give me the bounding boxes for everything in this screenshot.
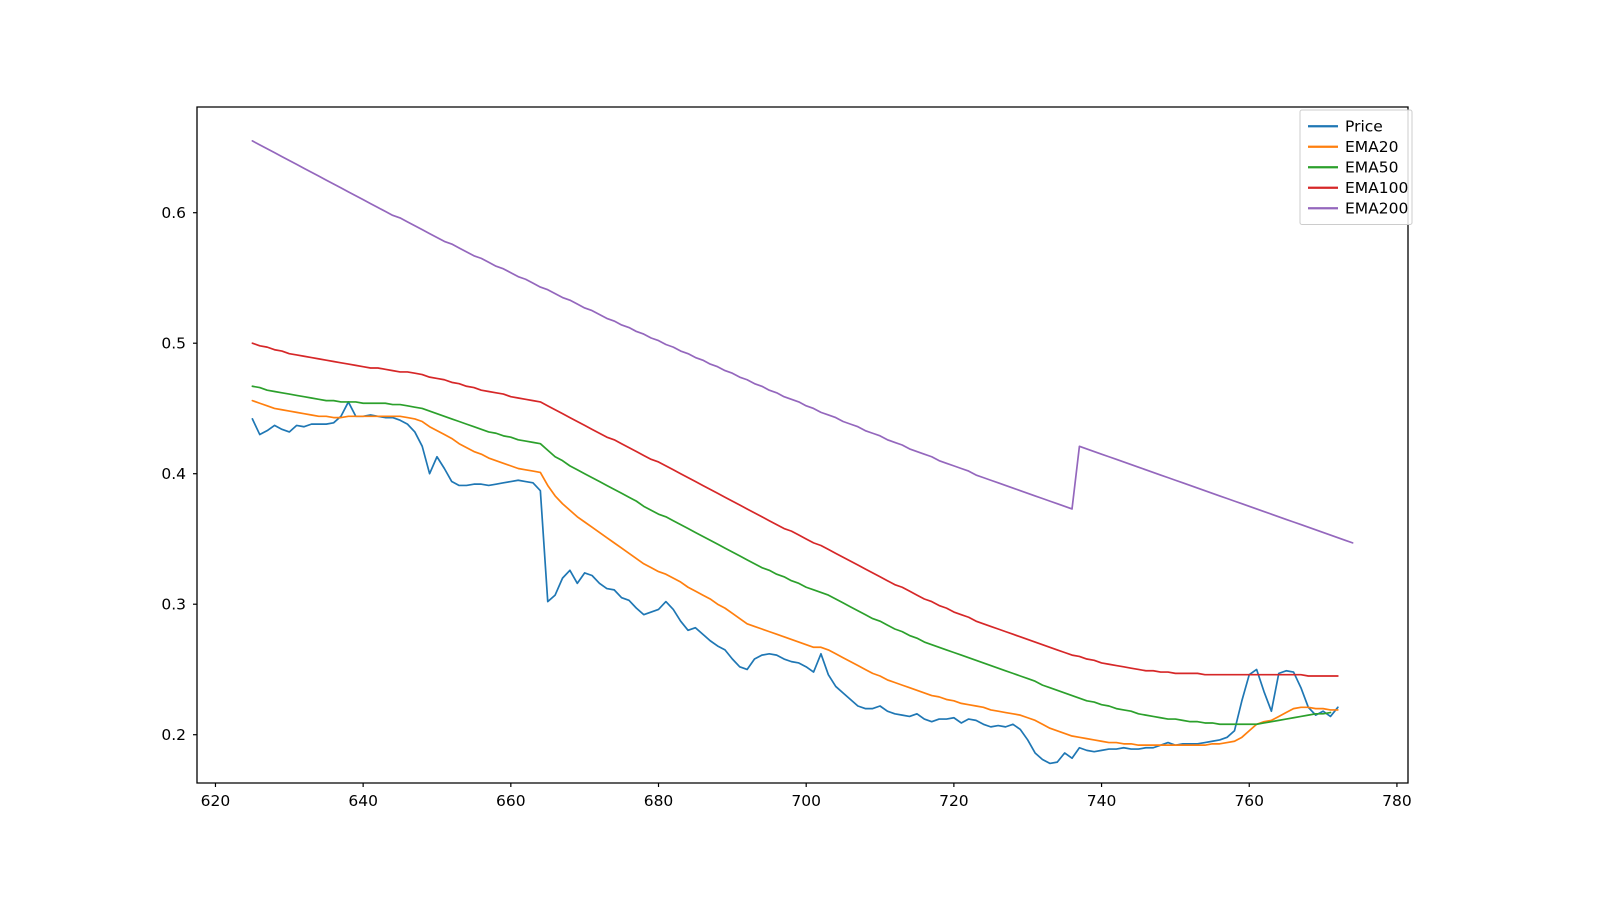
x-tick-label: 760 — [1234, 792, 1264, 810]
x-tick-label: 680 — [644, 792, 674, 810]
legend-label-price: Price — [1345, 117, 1383, 135]
axes-frame — [196, 106, 1409, 784]
legend-frame — [1299, 109, 1413, 225]
y-tick-label: 0.6 — [161, 204, 186, 222]
chart-legend: Price EMA20 EMA50 EMA100 EMA200 — [1299, 109, 1413, 225]
y-tick-label: 0.3 — [161, 596, 186, 614]
axes-background — [197, 107, 1408, 783]
x-tick-label: 660 — [496, 792, 526, 810]
series-group — [251, 140, 1354, 765]
y-tick-label: 0.2 — [161, 726, 186, 744]
x-tick-label: 740 — [1087, 792, 1117, 810]
x-tick-label: 720 — [939, 792, 969, 810]
series-line-ema200 — [251, 140, 1354, 544]
series-line-ema100 — [251, 342, 1339, 677]
x-tick-label: 780 — [1382, 792, 1412, 810]
legend-label-ema20: EMA20 — [1345, 138, 1399, 156]
series-line-ema20 — [251, 399, 1339, 746]
axis-group: 620 640 660 680 700 720 740 760 780 0.2 0.3 0.4 0.5 0… — [161, 106, 1412, 810]
series-line-ema50 — [251, 385, 1332, 726]
legend-label-ema50: EMA50 — [1345, 158, 1399, 176]
y-tick-label: 0.5 — [161, 335, 186, 353]
x-tick-label: 640 — [348, 792, 378, 810]
legend-label-ema200: EMA200 — [1345, 199, 1408, 217]
y-tick-label: 0.4 — [161, 465, 186, 483]
x-tick-label: 700 — [791, 792, 821, 810]
legend-label-ema100: EMA100 — [1345, 179, 1408, 197]
x-tick-label: 620 — [201, 792, 231, 810]
series-line-price — [251, 401, 1339, 765]
